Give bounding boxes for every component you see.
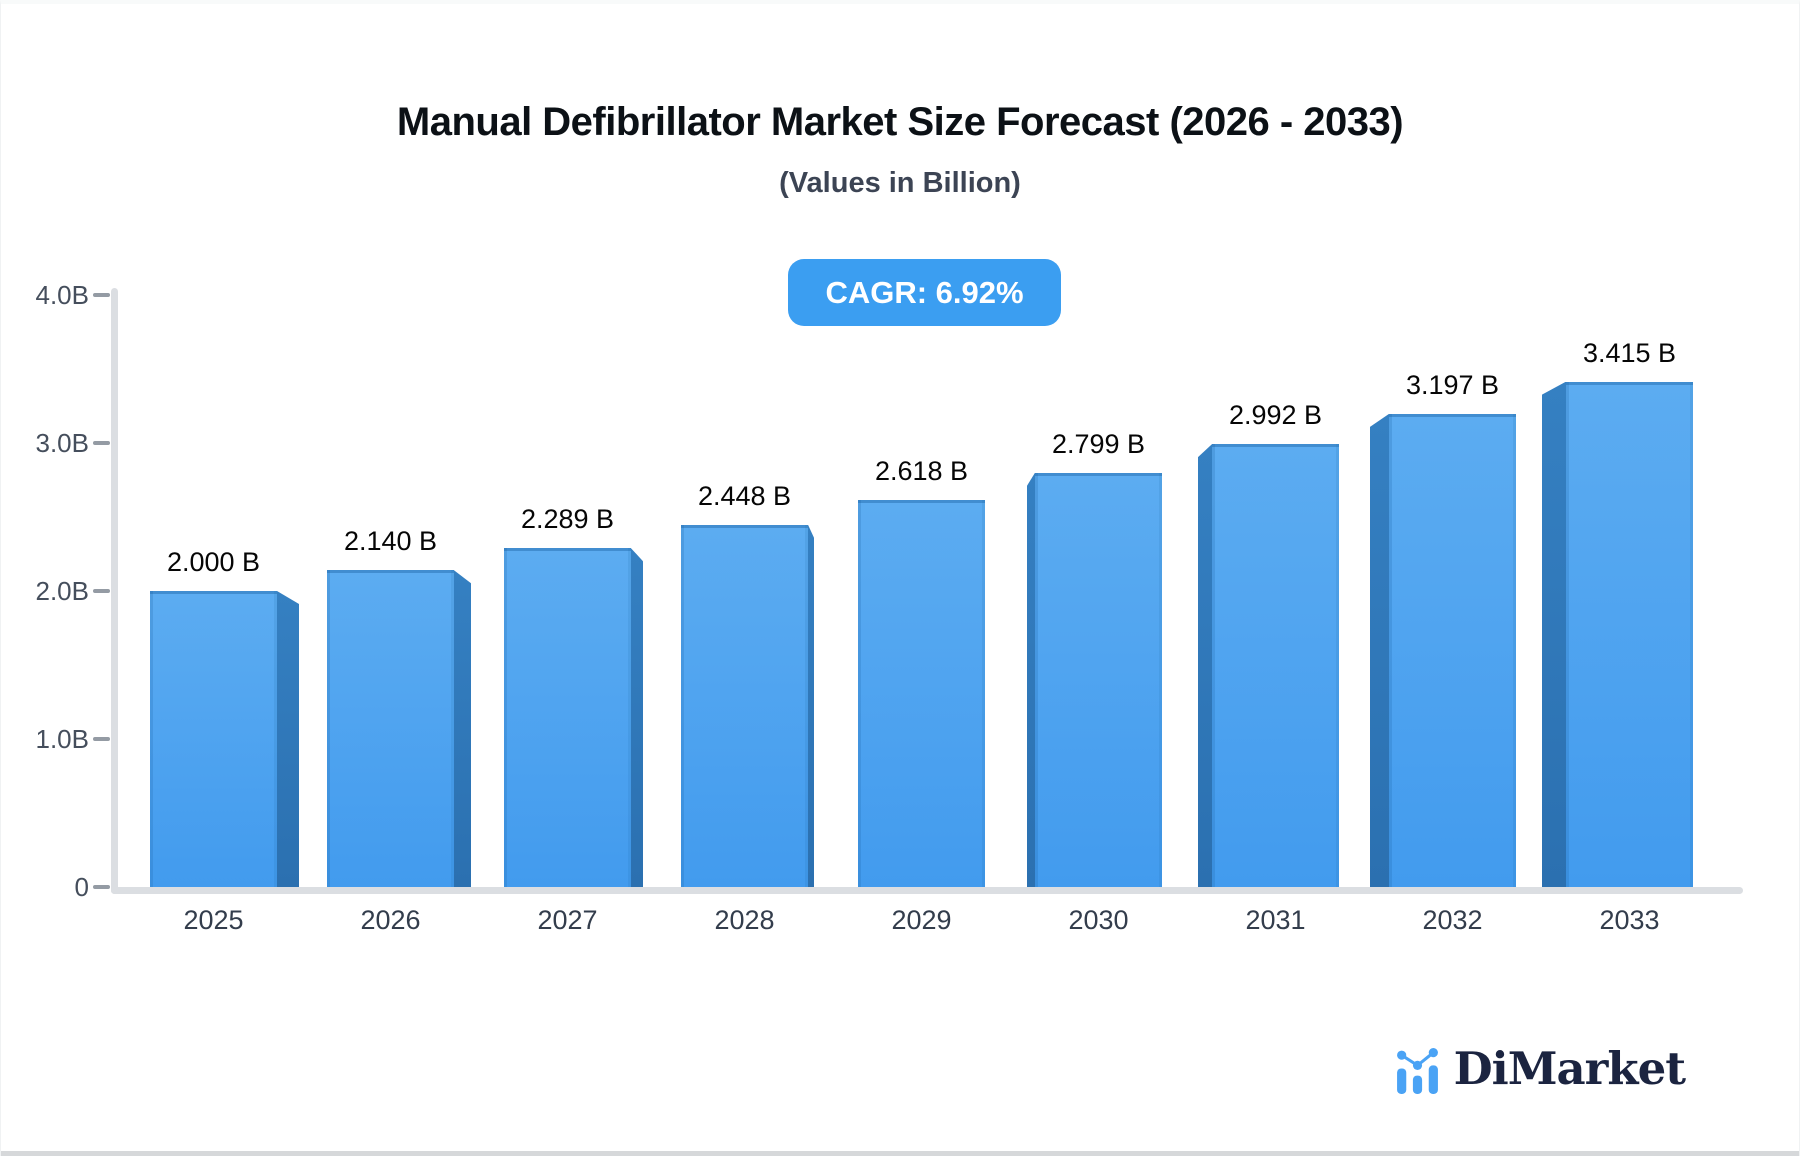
bar-side-face xyxy=(1542,381,1566,887)
bar-value-label: 2.000 B xyxy=(166,547,261,577)
bar-value-label: 2.448 B xyxy=(697,480,792,511)
bar-front-face xyxy=(1566,381,1693,887)
y-tick-label: 3.0B xyxy=(35,428,90,458)
bar-side-face xyxy=(1370,413,1389,887)
y-tick-label: 0 xyxy=(74,872,89,902)
x-axis-label: 2031 xyxy=(1245,905,1306,935)
bar-side-face xyxy=(1027,472,1035,887)
cagr-badge: CAGR: 6.92% xyxy=(788,259,1061,326)
y-tick-mark xyxy=(93,441,110,445)
bar-front-face xyxy=(858,499,985,887)
bar-value-label: 2.140 B xyxy=(343,526,438,557)
bar-front-face xyxy=(504,548,631,887)
bar-side-face xyxy=(1198,444,1212,887)
y-tick-mark xyxy=(93,589,110,593)
x-axis-label: 2029 xyxy=(891,905,952,935)
x-axis-label: 2025 xyxy=(183,905,244,935)
x-axis-label: 2033 xyxy=(1599,905,1660,935)
y-tick-mark xyxy=(93,885,110,889)
y-tick-label: 2.0B xyxy=(35,576,90,606)
bar-value-label: 2.992 B xyxy=(1228,400,1323,431)
x-axis-label: 2028 xyxy=(714,905,775,935)
bar-side-face xyxy=(808,524,814,887)
bar-front-face xyxy=(150,591,277,887)
bar-chart-logo-icon xyxy=(1396,1048,1438,1094)
bar-side-face xyxy=(631,548,643,887)
bar-value-label: 2.618 B xyxy=(874,455,969,486)
x-axis xyxy=(111,887,1743,894)
page-subtitle: (Values in Billion) xyxy=(779,167,1021,199)
page-title: Manual Defibrillator Market Size Forecas… xyxy=(396,100,1404,144)
bar-value-label: 2.289 B xyxy=(520,504,615,535)
bar-side-face xyxy=(454,570,471,887)
bar-side-face xyxy=(277,591,299,887)
bar-value-label: 2.799 B xyxy=(1051,428,1146,459)
y-tick-label: 4.0B xyxy=(35,280,90,310)
x-axis-label: 2032 xyxy=(1422,905,1483,935)
page-bottom-edge xyxy=(1,1151,1799,1156)
bar-front-face xyxy=(1035,472,1162,887)
x-axis-label: 2026 xyxy=(360,905,421,935)
bar-front-face xyxy=(1389,413,1516,887)
x-axis-label: 2030 xyxy=(1068,905,1129,935)
x-axis-label: 2027 xyxy=(537,905,598,935)
y-tick-mark xyxy=(93,737,110,741)
y-axis xyxy=(111,288,118,894)
brand-logo: DiMarket xyxy=(1394,1042,1686,1095)
bar-front-face xyxy=(327,570,454,887)
bar-value-label: 3.197 B xyxy=(1405,369,1500,400)
brand-name: DiMarket xyxy=(1453,1042,1686,1095)
bar-front-face xyxy=(681,524,808,887)
y-tick-label: 1.0B xyxy=(35,724,90,754)
bar-value-label: 3.415 B xyxy=(1582,337,1677,368)
bar-front-face xyxy=(1212,444,1339,887)
y-tick-mark xyxy=(93,293,110,297)
